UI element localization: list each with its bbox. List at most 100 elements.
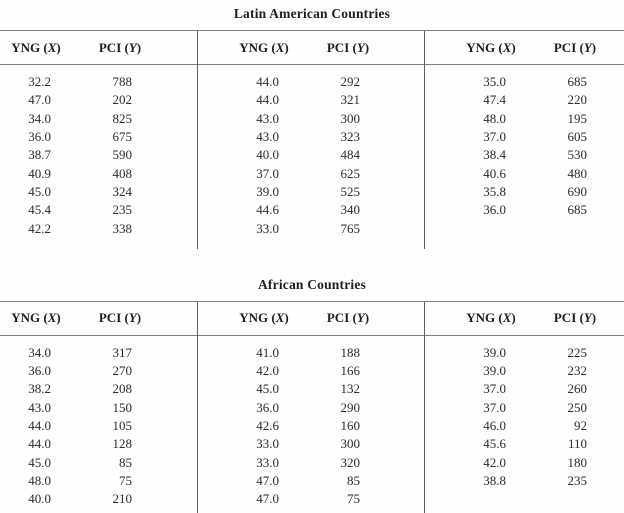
yng-column-header: YNG (X): [0, 40, 72, 56]
pci-value: 290: [340, 399, 361, 415]
pci-value-cell: 75: [300, 491, 396, 507]
pci-column-header: PCI (Y): [72, 40, 168, 56]
pci-value-cell: 320: [300, 455, 396, 471]
yng-value-cell: 44.6: [228, 202, 300, 218]
pci-value: 685: [567, 202, 588, 218]
table-row: 47.0 85: [198, 472, 424, 490]
yng-value: 32.2: [28, 74, 51, 90]
pci-value: 210: [112, 491, 133, 507]
yng-value-cell: 42.0: [228, 363, 300, 379]
yng-value: 42.6: [256, 418, 279, 433]
yng-value-cell: 37.0: [455, 129, 527, 145]
pci-value-cell: 788: [72, 74, 168, 90]
yng-value-cell: 33.0: [228, 455, 300, 471]
pci-value-cell: 685: [527, 74, 623, 90]
pci-value-cell: 188: [300, 345, 396, 361]
pci-value-cell: 690: [527, 184, 623, 200]
yng-value: 39.0: [256, 183, 279, 199]
pci-value-cell: 105: [72, 418, 168, 434]
table-row: 48.0 195: [425, 110, 624, 128]
yng-value-cell: 37.0: [228, 166, 300, 182]
pci-value: 220: [567, 92, 588, 108]
column-group-2: YNG (X) PCI (Y) 41.0 188 42.0 166 45.0 132 36.0 2…: [197, 301, 424, 513]
pci-header-suffix: ): [136, 310, 142, 326]
pci-header-prefix: PCI (: [98, 39, 129, 55]
table-row: 40.6 480: [425, 164, 624, 182]
yng-value: 34.0: [28, 344, 51, 360]
yng-header-prefix: YNG (: [466, 39, 503, 55]
pci-value: 250: [567, 399, 588, 415]
pci-value: 324: [112, 183, 133, 199]
pci-value: 590: [112, 147, 133, 163]
pci-value-cell: 85: [300, 473, 396, 489]
yng-value-cell: 43.0: [0, 400, 72, 416]
pci-value: 105: [112, 418, 133, 433]
pci-value: 85: [119, 454, 132, 470]
yng-value: 37.0: [483, 399, 506, 415]
pci-value: 232: [567, 363, 588, 379]
pci-value-cell: 530: [527, 147, 623, 163]
yng-value-cell: 38.4: [455, 147, 527, 163]
pci-value: 260: [567, 381, 588, 397]
pci-value: 235: [567, 472, 588, 488]
pci-value-cell: 300: [300, 111, 396, 127]
yng-value-cell: 32.2: [0, 74, 72, 90]
pci-value-cell: 232: [527, 363, 623, 379]
pci-value: 675: [112, 129, 133, 145]
yng-value: 35.0: [483, 74, 506, 90]
table-row: 46.0 92: [425, 417, 624, 435]
yng-value: 45.0: [256, 381, 279, 397]
yng-value-cell: 44.0: [0, 418, 72, 434]
column-group-3: YNG (X) PCI (Y) 39.0 225 39.0 232 37.0 260 37.0 2…: [424, 301, 624, 513]
yng-value: 38.4: [483, 147, 506, 163]
pci-value-cell: 290: [300, 400, 396, 416]
pci-value: 160: [340, 418, 361, 433]
pci-value: 685: [567, 74, 588, 90]
pci-value: 85: [347, 472, 360, 488]
table-grid-latin-american-countries: YNG (X) PCI (Y) 32.2 788 47.0 202 34.0 825 36.0 6…: [0, 30, 624, 249]
yng-value-cell: 45.0: [228, 381, 300, 397]
pci-value-cell: 128: [72, 436, 168, 452]
yng-value: 44.0: [28, 436, 51, 452]
table-row: 35.8 690: [425, 183, 624, 201]
table-row: 36.0 685: [425, 201, 624, 219]
pci-column-header: PCI (Y): [300, 310, 396, 326]
pci-value-cell: 480: [527, 166, 623, 182]
pci-value-cell: 235: [527, 473, 623, 489]
table-title-latin-american-countries: Latin American Countries: [233, 6, 391, 21]
column-group-3: YNG (X) PCI (Y) 35.0 685 47.4 220 48.0 195 37.0 6…: [424, 31, 624, 249]
pci-value-cell: 317: [72, 345, 168, 361]
pci-value-cell: 85: [72, 455, 168, 471]
pci-value: 225: [567, 344, 588, 360]
yng-value: 45.0: [28, 183, 51, 199]
pci-header-prefix: PCI (: [326, 310, 357, 326]
pci-value: 788: [112, 74, 133, 90]
yng-header-suffix: ): [284, 310, 289, 326]
pci-header-suffix: ): [364, 310, 370, 326]
pci-value: 166: [340, 363, 361, 379]
yng-value: 42.0: [256, 363, 279, 379]
pci-column-header: PCI (Y): [527, 310, 623, 326]
pci-column-header: PCI (Y): [300, 40, 396, 56]
pci-value-cell: 132: [300, 381, 396, 397]
pci-value-cell: 208: [72, 381, 168, 397]
yng-value-cell: 44.0: [228, 92, 300, 108]
pci-value-cell: 202: [72, 92, 168, 108]
yng-value: 33.0: [256, 220, 279, 236]
table-row: 39.0 232: [425, 362, 624, 380]
yng-value-cell: 37.0: [455, 400, 527, 416]
table-row: 40.0 210: [0, 490, 197, 508]
pci-header-prefix: PCI (: [98, 310, 129, 326]
table-row: 47.0 75: [198, 490, 424, 508]
table-row: 39.0 225: [425, 344, 624, 362]
pci-value-cell: 210: [72, 491, 168, 507]
yng-value-cell: 42.2: [0, 221, 72, 237]
pci-value-cell: 321: [300, 92, 396, 108]
pci-value: 484: [340, 147, 361, 163]
table-row: 48.0 75: [0, 472, 197, 490]
pci-value-cell: 338: [72, 221, 168, 237]
yng-value-cell: 38.7: [0, 147, 72, 163]
yng-value-cell: 45.4: [0, 202, 72, 218]
table-row: 36.0 290: [198, 399, 424, 417]
